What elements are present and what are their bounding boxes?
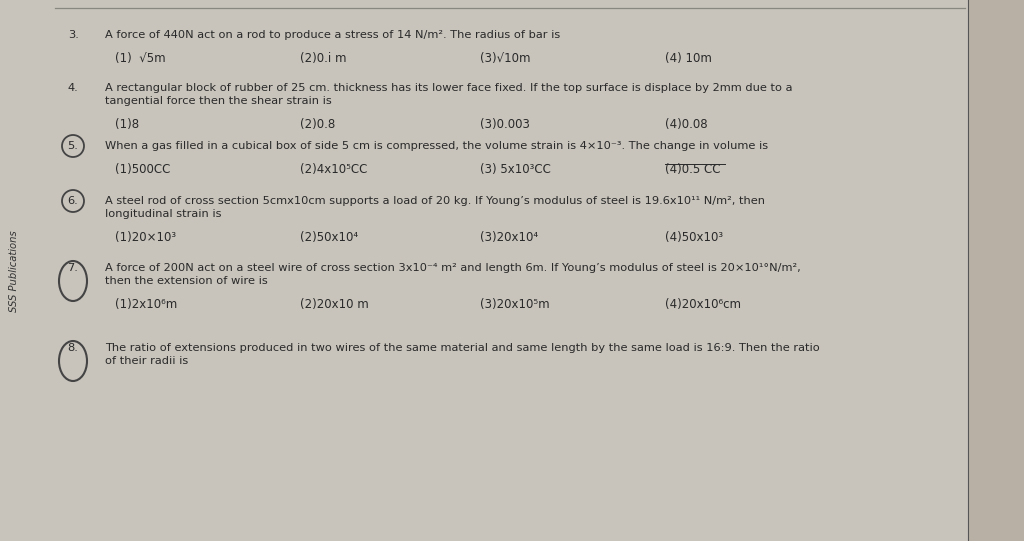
Text: 7.: 7. [68,263,79,273]
Text: A rectangular block of rubber of 25 cm. thickness has its lower face fixed. If t: A rectangular block of rubber of 25 cm. … [105,83,793,93]
Text: (1)500CC: (1)500CC [115,163,170,176]
Text: (3)0.003: (3)0.003 [480,118,529,131]
Text: 8.: 8. [68,343,79,353]
Text: 6.: 6. [68,196,79,206]
Text: (1)2x10⁶m: (1)2x10⁶m [115,298,177,311]
Text: A force of 200N act on a steel wire of cross section 3x10⁻⁴ m² and length 6m. If: A force of 200N act on a steel wire of c… [105,263,801,273]
Text: (4)0.08: (4)0.08 [665,118,708,131]
Bar [968,0,1024,541]
Text: (3) 5x10³CC: (3) 5x10³CC [480,163,551,176]
Text: 4.: 4. [68,83,79,93]
Text: SSS Publications: SSS Publications [9,230,19,312]
Text: (4)50x10³: (4)50x10³ [665,231,723,244]
Text: (2)20x10 m: (2)20x10 m [300,298,369,311]
Text: of their radii is: of their radii is [105,356,188,366]
Text: then the extension of wire is: then the extension of wire is [105,276,267,286]
Text: (3)20x10⁵m: (3)20x10⁵m [480,298,550,311]
Text: (4) 10m: (4) 10m [665,52,712,65]
Text: (1)20×10³: (1)20×10³ [115,231,176,244]
Text: (3)√10m: (3)√10m [480,52,530,65]
Text: (4)20x10⁶cm: (4)20x10⁶cm [665,298,741,311]
Text: tangential force then the shear strain is: tangential force then the shear strain i… [105,96,332,106]
Text: (4)0.5 CC: (4)0.5 CC [665,163,721,176]
Text: 5.: 5. [68,141,79,151]
Text: A force of 440N act on a rod to produce a stress of 14 N/m². The radius of bar i: A force of 440N act on a rod to produce … [105,30,560,40]
Text: (1)  √5m: (1) √5m [115,52,166,65]
Text: (2)0.i m: (2)0.i m [300,52,346,65]
Text: (1)8: (1)8 [115,118,139,131]
Text: The ratio of extensions produced in two wires of the same material and same leng: The ratio of extensions produced in two … [105,343,820,353]
Text: (2)4x10⁵CC: (2)4x10⁵CC [300,163,368,176]
Text: When a gas filled in a cubical box of side 5 cm is compressed, the volume strain: When a gas filled in a cubical box of si… [105,141,768,151]
Text: (2)50x10⁴: (2)50x10⁴ [300,231,358,244]
Text: longitudinal strain is: longitudinal strain is [105,209,221,219]
Text: (2)0.8: (2)0.8 [300,118,335,131]
Text: A steel rod of cross section 5cmx10cm supports a load of 20 kg. If Young’s modul: A steel rod of cross section 5cmx10cm su… [105,196,765,206]
Text: (3)20x10⁴: (3)20x10⁴ [480,231,539,244]
Text: 3.: 3. [68,30,79,40]
